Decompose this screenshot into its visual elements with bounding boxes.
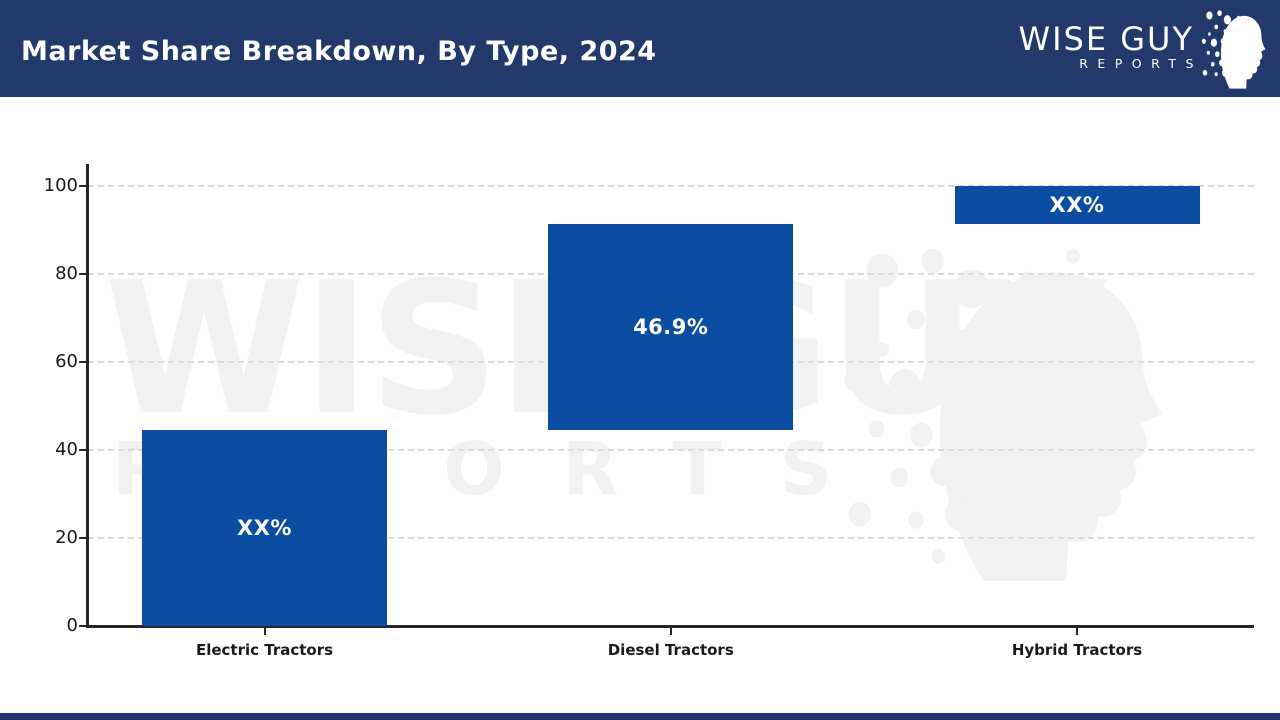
- x-tick-mark: [669, 628, 672, 635]
- bar-electric-tractors: XX%: [142, 430, 387, 626]
- bar-diesel-tractors: 46.9%: [548, 223, 794, 431]
- x-tick-mark: [1076, 628, 1078, 635]
- y-tick-label: 20: [55, 527, 78, 548]
- y-tick-label: 40: [55, 439, 78, 460]
- x-category-label: Diesel Tractors: [607, 641, 734, 659]
- x-axis-line: [86, 625, 1254, 628]
- y-tick-mark: [79, 537, 87, 539]
- header-bar: Market Share Breakdown, By Type, 2024 WI…: [0, 0, 1280, 97]
- x-category-label: Electric Tractors: [195, 641, 334, 659]
- bar-value-label: XX%: [237, 516, 292, 541]
- logo-wiseguy-text: WISE GUY: [1018, 20, 1194, 58]
- y-tick-mark: [79, 625, 87, 627]
- y-tick-mark: [79, 273, 87, 275]
- x-tick-mark: [263, 628, 266, 635]
- gridline: [88, 537, 1254, 539]
- gridline: [88, 185, 1254, 187]
- wise-guy-reports-logo: WISE GUY REPORTS: [1018, 4, 1270, 90]
- x-category-label: Hybrid Tractors: [1011, 641, 1143, 659]
- y-tick-label: 100: [43, 175, 78, 196]
- bar-value-label: 46.9%: [633, 315, 709, 339]
- gridline: [88, 449, 1254, 451]
- logo-face-icon: [1201, 10, 1266, 89]
- bar-hybrid-tractors: XX%: [954, 186, 1200, 224]
- logo-text: WISE GUY REPORTS: [1018, 22, 1194, 72]
- y-tick-mark: [79, 361, 87, 363]
- page-title: Market Share Breakdown, By Type, 2024: [21, 36, 657, 67]
- y-tick-label: 0: [66, 615, 78, 636]
- y-tick-label: 80: [55, 263, 78, 284]
- bar-value-label: XX%: [1049, 192, 1105, 217]
- logo-reports-text: REPORTS: [1079, 56, 1203, 71]
- footer-bar: [0, 713, 1280, 720]
- y-tick-mark: [79, 449, 87, 451]
- y-tick-mark: [79, 185, 87, 187]
- y-axis-spine: [86, 164, 89, 628]
- y-tick-label: 60: [55, 351, 78, 372]
